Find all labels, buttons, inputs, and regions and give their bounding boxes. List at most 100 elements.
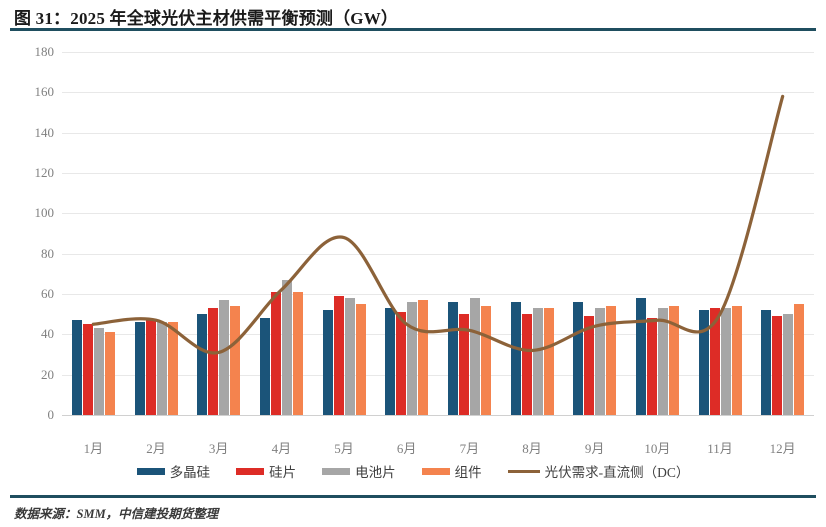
x-axis-tick-label: 9月 (584, 441, 605, 456)
bar (396, 312, 407, 415)
y-axis-tick-label: 160 (34, 84, 55, 100)
x-axis-tick-label: 6月 (396, 441, 417, 456)
gridline (62, 253, 814, 255)
bar (635, 298, 646, 415)
demand-line-path (91, 94, 785, 355)
bars-layer (62, 34, 814, 434)
bar (510, 302, 521, 415)
bar-group (71, 52, 115, 415)
bar (543, 308, 554, 415)
x-axis-tick-label: 7月 (459, 441, 480, 456)
bar (668, 306, 679, 415)
bar (407, 302, 418, 415)
legend-color-swatch-icon (322, 467, 351, 475)
legend-label: 组件 (454, 465, 482, 480)
bar (584, 316, 595, 415)
gridline (62, 132, 814, 134)
y-axis-tick-label: 140 (34, 124, 55, 140)
bar (698, 310, 709, 415)
x-axis-tick-label: 12月 (769, 441, 796, 456)
legend-item[interactable]: 硅片 (236, 461, 296, 481)
x-axis-tick-label: 2月 (146, 441, 166, 456)
bar (469, 298, 480, 415)
bar (292, 291, 303, 415)
bar (197, 314, 208, 415)
bar (104, 332, 115, 415)
bar (458, 314, 469, 415)
bar-group (573, 52, 617, 415)
y-axis-tick-label: 0 (47, 407, 55, 422)
legend-label: 多晶硅 (169, 465, 211, 480)
bar (156, 322, 167, 415)
plot-area: 180 160 140 120 100 80 60 40 20 0 1月 2月 3月 4月 5月 6月 7月 8… (0, 34, 826, 456)
bar (573, 302, 584, 415)
gridline (62, 213, 814, 215)
gridline (62, 334, 814, 336)
bar-group (259, 52, 303, 415)
bar (709, 308, 720, 415)
chart-legend: 多晶硅 硅片 电池片 组件 光伏需求-直流侧（DC） (0, 458, 826, 484)
y-axis-tick-label: 20 (41, 366, 54, 382)
legend-label: 光伏需求-直流侧（DC） (544, 465, 690, 480)
x-axis-tick-label: 8月 (522, 441, 542, 456)
bar (145, 320, 156, 415)
bar-group (385, 52, 429, 415)
bar (532, 308, 543, 415)
bar (385, 308, 396, 415)
bar (270, 291, 281, 415)
demand-line-series (91, 94, 785, 355)
x-axis-tick-label: 4月 (271, 441, 292, 456)
legend-item[interactable]: 电池片 (322, 461, 396, 481)
bar (219, 300, 230, 415)
bar (783, 314, 794, 415)
bar (344, 298, 355, 415)
bar (646, 318, 657, 415)
gridline (62, 173, 814, 174)
bar (322, 310, 333, 415)
legend-color-swatch-icon (136, 467, 165, 475)
bar-group (197, 52, 241, 415)
bar (208, 308, 219, 415)
y-axis-tick-label: 40 (41, 326, 54, 342)
legend-label: 电池片 (355, 465, 396, 480)
bar (93, 328, 104, 415)
x-axis-tick-label: 3月 (208, 441, 229, 456)
bar (71, 320, 82, 415)
bar (355, 304, 366, 415)
bar (418, 300, 429, 415)
bottom-rule (10, 495, 816, 498)
bar (167, 322, 178, 415)
bar (761, 310, 772, 415)
bar (794, 304, 805, 415)
bar (480, 306, 491, 415)
legend-item[interactable]: 组件 (421, 461, 482, 481)
bar-group (698, 52, 742, 415)
bar-group (510, 52, 554, 415)
bar (731, 306, 742, 415)
gridline (62, 294, 814, 295)
x-axis-tick-label: 11月 (707, 441, 733, 456)
axis-baseline (62, 415, 814, 416)
legend-item[interactable]: 光伏需求-直流侧（DC） (507, 461, 690, 481)
legend-line-swatch-icon (507, 469, 540, 473)
gridline (62, 374, 814, 376)
bar (772, 316, 783, 415)
legend-label: 硅片 (269, 465, 297, 480)
y-axis-tick-label: 120 (34, 165, 55, 180)
bar (606, 306, 617, 415)
bar (134, 322, 145, 415)
y-axis-tick-label: 180 (34, 44, 55, 59)
bar (281, 279, 292, 415)
bar (447, 302, 458, 415)
bar-group (761, 52, 805, 415)
bar (333, 296, 344, 415)
figure-title: 图 31：2025 年全球光伏主材供需平衡预测（GW） (14, 9, 399, 28)
bar (259, 318, 270, 415)
x-axis-tick-label: 5月 (334, 441, 354, 456)
legend-color-swatch-icon (421, 467, 450, 475)
y-axis-tick-label: 80 (41, 245, 54, 261)
legend-item[interactable]: 多晶硅 (136, 461, 211, 481)
x-axis-tick-label: 1月 (83, 441, 104, 456)
title-bar: 图 31：2025 年全球光伏主材供需平衡预测（GW） (0, 0, 826, 30)
